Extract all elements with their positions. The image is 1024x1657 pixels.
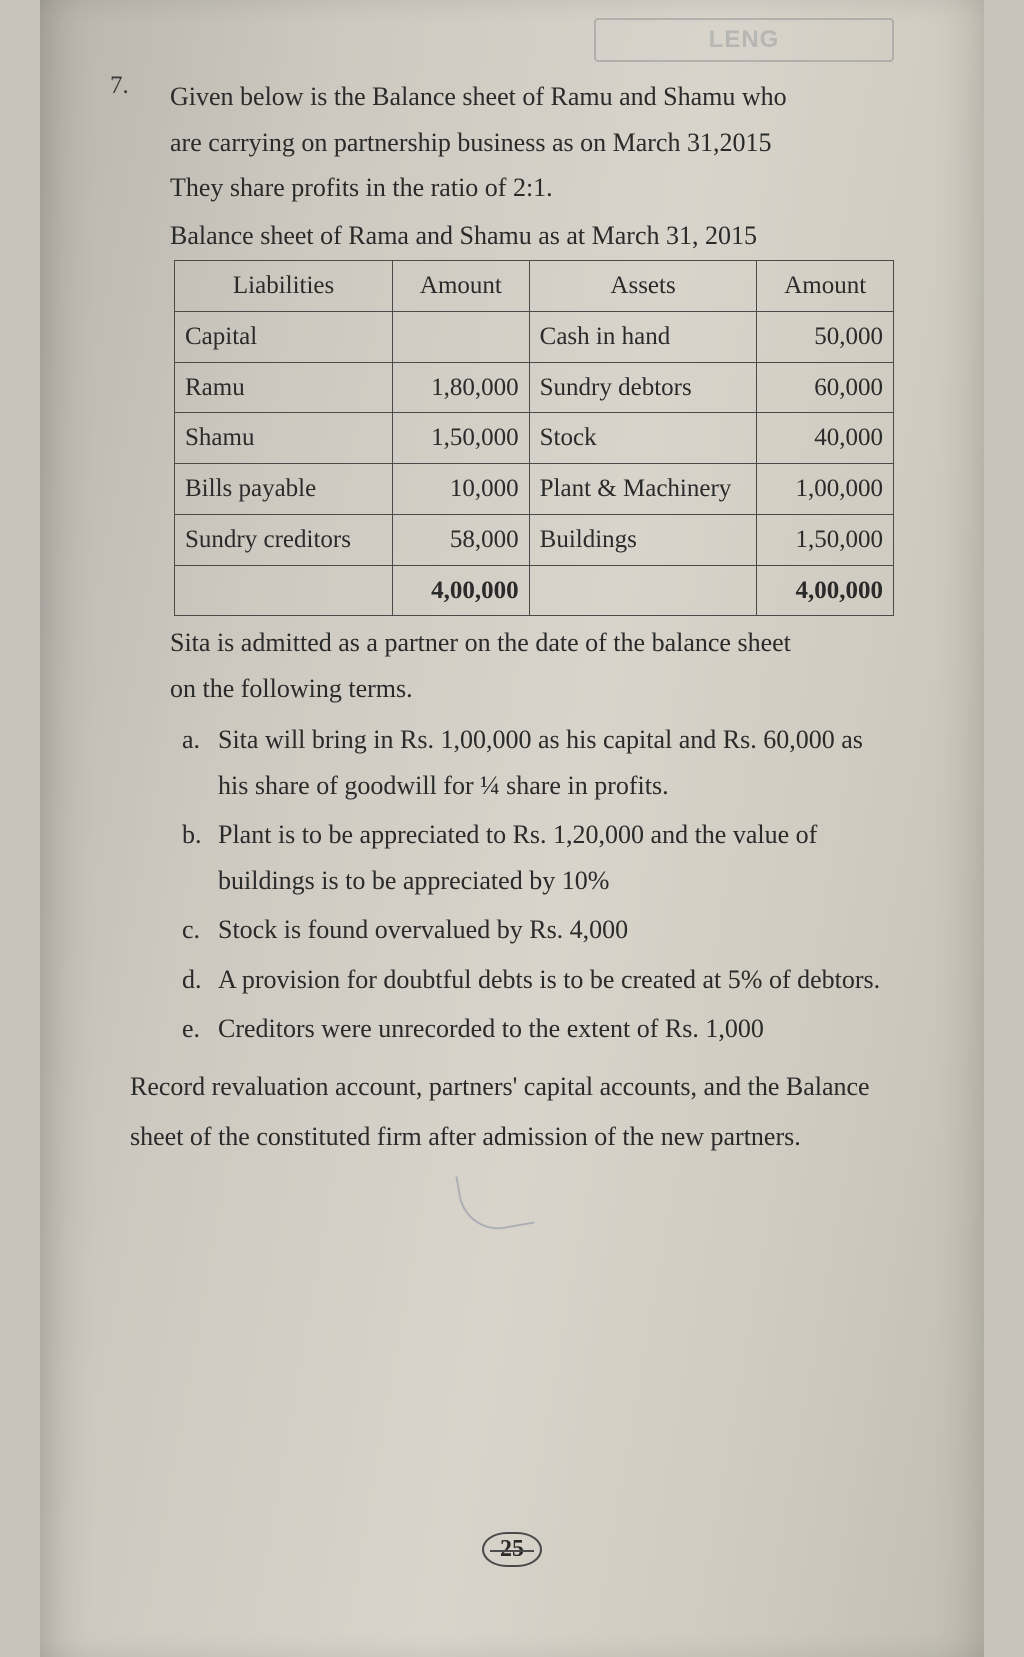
cell-liability: Ramu [175,362,393,413]
list-item: b. Plant is to be appreciated to Rs. 1,2… [182,812,894,903]
question-number: 7. [110,72,129,100]
list-letter: a. [182,717,200,763]
cell-amount: 1,00,000 [757,464,894,515]
after-table-paragraph: Sita is admitted as a partner on the dat… [170,620,894,711]
cell-amount: 40,000 [757,413,894,464]
list-item: d. A provision for doubtful debts is to … [182,957,894,1003]
intro-paragraph: Given below is the Balance sheet of Ramu… [170,74,894,211]
cell-total-amount: 4,00,000 [757,565,894,616]
col-header-amount-2: Amount [757,261,894,312]
cell-blank [529,565,757,616]
list-letter: b. [182,812,202,858]
list-letter: d. [182,957,202,1003]
col-header-assets: Assets [529,261,757,312]
cell-blank [175,565,393,616]
cell-liability: Shamu [175,413,393,464]
balance-sheet-table: Liabilities Amount Assets Amount Capital… [174,260,894,616]
cell-asset: Plant & Machinery [529,464,757,515]
list-text: Stock is found overvalued by Rs. 4,000 [218,915,628,944]
cell-asset: Cash in hand [529,311,757,362]
table-row: Bills payable 10,000 Plant & Machinery 1… [175,464,894,515]
table-header-row: Liabilities Amount Assets Amount [175,261,894,312]
page-number: 25 [482,1532,542,1567]
list-letter: e. [182,1006,200,1052]
cell-amount: 10,000 [393,464,530,515]
cell-amount: 1,80,000 [393,362,530,413]
list-item: a. Sita will bring in Rs. 1,00,000 as hi… [182,717,894,808]
table-row: Ramu 1,80,000 Sundry debtors 60,000 [175,362,894,413]
list-item: c. Stock is found overvalued by Rs. 4,00… [182,907,894,953]
col-header-liabilities: Liabilities [175,261,393,312]
stamp-box: LENG [594,18,894,62]
cell-amount: 50,000 [757,311,894,362]
col-header-amount-1: Amount [393,261,530,312]
cell-asset: Stock [529,413,757,464]
cell-asset: Sundry debtors [529,362,757,413]
table-row: Capital Cash in hand 50,000 [175,311,894,362]
cell-asset: Buildings [529,514,757,565]
closing-paragraph: Record revaluation account, partners' ca… [130,1062,894,1163]
cell-liability: Sundry creditors [175,514,393,565]
cell-amount: 1,50,000 [757,514,894,565]
list-letter: c. [182,907,200,953]
cell-amount: 58,000 [393,514,530,565]
list-text: Creditors were unrecorded to the extent … [218,1014,764,1043]
cell-amount: 60,000 [757,362,894,413]
list-item: e. Creditors were unrecorded to the exte… [182,1006,894,1052]
intro-line: Given below is the Balance sheet of Ramu… [170,74,894,120]
intro-line: They share profits in the ratio of 2:1. [170,165,894,211]
balance-sheet-title: Balance sheet of Rama and Shamu as at Ma… [170,213,894,259]
cell-amount [393,311,530,362]
cell-amount: 1,50,000 [393,413,530,464]
cell-total-amount: 4,00,000 [393,565,530,616]
cell-liability: Capital [175,311,393,362]
list-text: Plant is to be appreciated to Rs. 1,20,0… [218,820,817,895]
table-total-row: 4,00,000 4,00,000 [175,565,894,616]
text-line: Sita is admitted as a partner on the dat… [170,620,894,666]
list-text: A provision for doubtful debts is to be … [218,965,880,994]
terms-list: a. Sita will bring in Rs. 1,00,000 as hi… [182,717,894,1052]
stamp-text: LENG [709,26,780,54]
pen-mark-icon [455,1164,534,1235]
table-row: Shamu 1,50,000 Stock 40,000 [175,413,894,464]
strike-line-icon [490,1550,535,1552]
page-footer: 25 [40,1532,984,1567]
table-row: Sundry creditors 58,000 Buildings 1,50,0… [175,514,894,565]
intro-line: are carrying on partnership business as … [170,120,894,166]
list-text: Sita will bring in Rs. 1,00,000 as his c… [218,725,863,800]
document-page: LENG 7. Given below is the Balance sheet… [40,0,984,1657]
text-line: on the following terms. [170,666,894,712]
question-body: Given below is the Balance sheet of Ramu… [130,74,894,1163]
cell-liability: Bills payable [175,464,393,515]
